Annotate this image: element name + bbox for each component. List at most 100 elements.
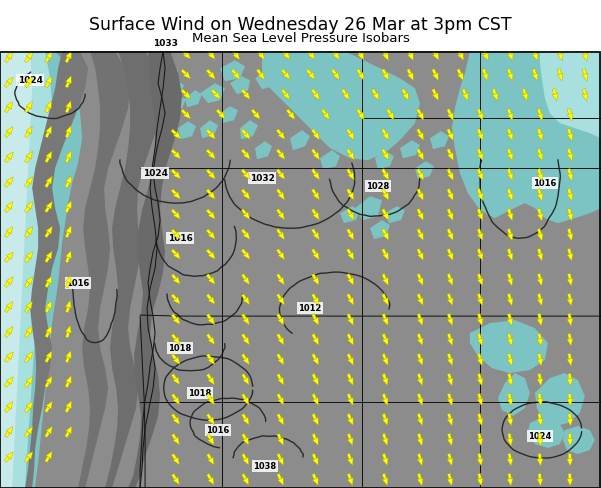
- Polygon shape: [537, 378, 543, 386]
- Polygon shape: [313, 252, 319, 260]
- Polygon shape: [283, 52, 290, 60]
- Polygon shape: [241, 209, 246, 215]
- Polygon shape: [477, 228, 481, 234]
- Polygon shape: [277, 433, 282, 439]
- Polygon shape: [567, 233, 573, 241]
- Polygon shape: [507, 338, 513, 346]
- Polygon shape: [507, 228, 511, 234]
- Polygon shape: [66, 426, 72, 434]
- Polygon shape: [206, 249, 212, 255]
- Polygon shape: [243, 417, 249, 425]
- Polygon shape: [447, 188, 451, 194]
- Polygon shape: [417, 273, 421, 280]
- Polygon shape: [308, 72, 315, 80]
- Polygon shape: [25, 232, 30, 238]
- Polygon shape: [347, 333, 352, 340]
- Polygon shape: [382, 69, 386, 75]
- Polygon shape: [537, 233, 543, 241]
- Polygon shape: [477, 148, 481, 155]
- Polygon shape: [313, 458, 318, 466]
- Polygon shape: [537, 148, 542, 154]
- Polygon shape: [206, 189, 212, 195]
- Polygon shape: [537, 213, 543, 221]
- Polygon shape: [537, 318, 543, 326]
- Polygon shape: [286, 109, 291, 115]
- Polygon shape: [382, 413, 386, 419]
- Text: Mean Sea Level Pressure Isobars: Mean Sea Level Pressure Isobars: [192, 32, 409, 45]
- Polygon shape: [416, 129, 421, 135]
- Polygon shape: [66, 325, 72, 333]
- Polygon shape: [507, 73, 513, 81]
- Polygon shape: [25, 57, 30, 62]
- Text: 1012: 1012: [298, 304, 322, 313]
- Polygon shape: [281, 49, 287, 55]
- Polygon shape: [383, 73, 389, 81]
- Polygon shape: [430, 131, 449, 149]
- Polygon shape: [276, 129, 282, 135]
- Polygon shape: [0, 51, 52, 488]
- Polygon shape: [45, 157, 50, 163]
- Polygon shape: [171, 169, 177, 175]
- Polygon shape: [313, 297, 319, 305]
- Polygon shape: [171, 453, 177, 460]
- Polygon shape: [208, 297, 215, 305]
- Polygon shape: [407, 69, 412, 75]
- Polygon shape: [181, 49, 187, 55]
- Polygon shape: [313, 232, 319, 240]
- Polygon shape: [417, 398, 423, 406]
- Polygon shape: [209, 152, 215, 159]
- Polygon shape: [25, 207, 30, 213]
- Polygon shape: [567, 213, 573, 221]
- Polygon shape: [313, 378, 319, 386]
- Polygon shape: [26, 177, 32, 184]
- Polygon shape: [507, 313, 511, 319]
- Polygon shape: [243, 132, 250, 139]
- Polygon shape: [447, 398, 453, 406]
- Polygon shape: [46, 226, 52, 234]
- Polygon shape: [478, 393, 481, 399]
- Polygon shape: [4, 182, 10, 187]
- Polygon shape: [447, 378, 453, 386]
- Polygon shape: [447, 338, 453, 346]
- Polygon shape: [568, 313, 572, 319]
- Polygon shape: [477, 418, 483, 426]
- Polygon shape: [25, 282, 30, 287]
- Polygon shape: [477, 188, 481, 194]
- Polygon shape: [276, 413, 282, 419]
- Polygon shape: [568, 333, 572, 339]
- Polygon shape: [25, 431, 30, 437]
- Polygon shape: [233, 72, 240, 80]
- Polygon shape: [347, 189, 352, 195]
- Polygon shape: [417, 478, 423, 486]
- Polygon shape: [211, 89, 216, 95]
- Polygon shape: [25, 257, 30, 263]
- Polygon shape: [477, 133, 483, 141]
- Polygon shape: [568, 393, 572, 399]
- Polygon shape: [382, 49, 386, 55]
- Polygon shape: [308, 52, 315, 60]
- Polygon shape: [242, 433, 246, 439]
- Polygon shape: [200, 83, 225, 103]
- Polygon shape: [331, 49, 337, 55]
- Polygon shape: [537, 208, 542, 214]
- Polygon shape: [276, 294, 282, 300]
- Polygon shape: [218, 112, 225, 119]
- Polygon shape: [276, 353, 282, 360]
- Polygon shape: [507, 53, 513, 61]
- Polygon shape: [477, 333, 481, 339]
- Polygon shape: [171, 249, 177, 255]
- Polygon shape: [507, 438, 513, 446]
- Polygon shape: [66, 332, 70, 338]
- Polygon shape: [482, 49, 487, 55]
- Polygon shape: [26, 226, 32, 234]
- Polygon shape: [243, 437, 249, 445]
- Polygon shape: [382, 293, 386, 300]
- Polygon shape: [312, 313, 317, 320]
- Polygon shape: [278, 477, 284, 485]
- Polygon shape: [508, 433, 511, 439]
- Polygon shape: [4, 207, 10, 213]
- Polygon shape: [508, 393, 511, 399]
- Polygon shape: [253, 112, 260, 120]
- Polygon shape: [173, 337, 180, 345]
- Polygon shape: [567, 168, 572, 174]
